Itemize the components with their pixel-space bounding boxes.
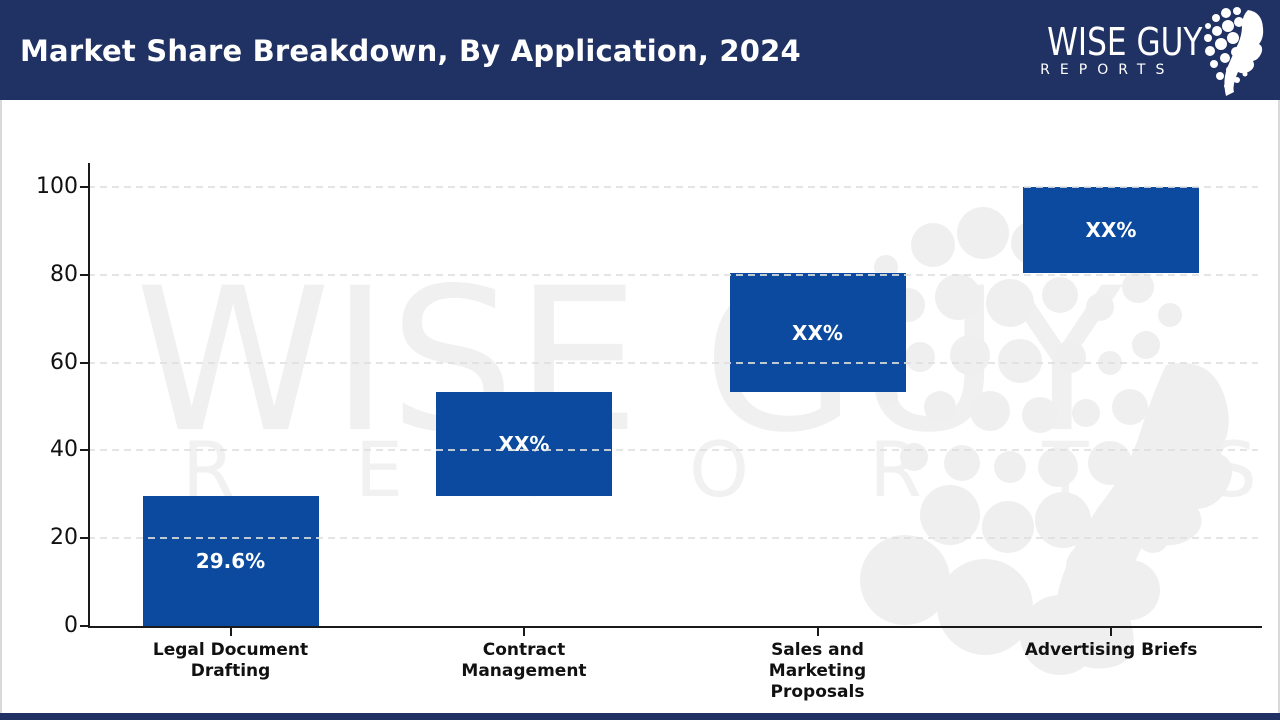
category-label-line: Drafting: [190, 661, 271, 681]
footer-bar: [0, 713, 1280, 720]
category-label-line: Proposals: [770, 682, 865, 702]
category-label-line: Advertising Briefs: [1024, 640, 1198, 660]
gridline-20: [88, 537, 1258, 540]
bar-value-label: XX%: [498, 431, 550, 456]
category-label-contract-management: Contract Management: [394, 640, 654, 682]
y-tick-mark: [80, 625, 88, 627]
gridline-40: [88, 449, 1258, 452]
y-axis-line: [88, 163, 90, 628]
gridline-60: [88, 361, 1258, 364]
bar-advertising-briefs: XX%: [1023, 187, 1199, 274]
y-axis-label-0: 0: [64, 613, 78, 638]
header-bar: Market Share Breakdown, By Application, …: [0, 0, 1280, 100]
logo-reports-label: REPORTS: [1040, 62, 1175, 78]
x-tick-mark: [1110, 628, 1112, 636]
y-axis-label-20: 20: [50, 525, 78, 551]
x-axis-line: [88, 626, 1262, 628]
bar-value-label: XX%: [1085, 218, 1137, 243]
category-label-line: Legal Document: [152, 640, 309, 660]
category-label-line: Marketing: [768, 661, 867, 681]
bar-contract-management: XX%: [436, 391, 612, 497]
gridline-100: [88, 186, 1258, 188]
x-tick-mark: [523, 628, 525, 636]
bar-legal-document-drafting: 29.6%: [142, 496, 319, 626]
category-label-line: Management: [461, 661, 587, 681]
y-tick-mark: [80, 361, 88, 364]
page-title: Market Share Breakdown, By Application, …: [20, 34, 801, 68]
bar-sales-and-marketing-proposals: XX%: [729, 273, 906, 392]
y-tick-mark: [80, 537, 88, 540]
y-tick-mark: [80, 273, 88, 276]
category-label-sales-and-marketing-proposals: Sales and Marketing Proposals: [688, 640, 948, 703]
y-axis-label-60: 60: [50, 349, 78, 375]
logo-dotted-head-icon: [1204, 7, 1264, 96]
bar-value-label: XX%: [792, 320, 843, 345]
y-tick-mark: [80, 449, 88, 452]
y-axis-label-100: 100: [36, 174, 78, 199]
y-axis-label-80: 80: [50, 261, 78, 287]
bar-value-label: 29.6%: [195, 549, 266, 574]
logo-wiseguy-label: WISE GUY: [1046, 20, 1202, 64]
y-axis-label-40: 40: [50, 437, 78, 463]
category-label-line: Contract: [482, 640, 566, 660]
category-label-advertising-briefs: Advertising Briefs: [981, 640, 1241, 661]
gridline-80: [88, 273, 1258, 276]
logo-text: WISE GUY REPORTS: [1013, 20, 1202, 78]
y-tick-mark: [80, 186, 88, 188]
category-label-line: Sales and: [771, 640, 864, 660]
x-tick-mark: [229, 628, 232, 636]
wise-guy-reports-logo: WISE GUY REPORTS: [1008, 0, 1268, 100]
x-tick-mark: [816, 628, 819, 636]
category-label-legal-document-drafting: Legal Document Drafting: [101, 640, 361, 682]
